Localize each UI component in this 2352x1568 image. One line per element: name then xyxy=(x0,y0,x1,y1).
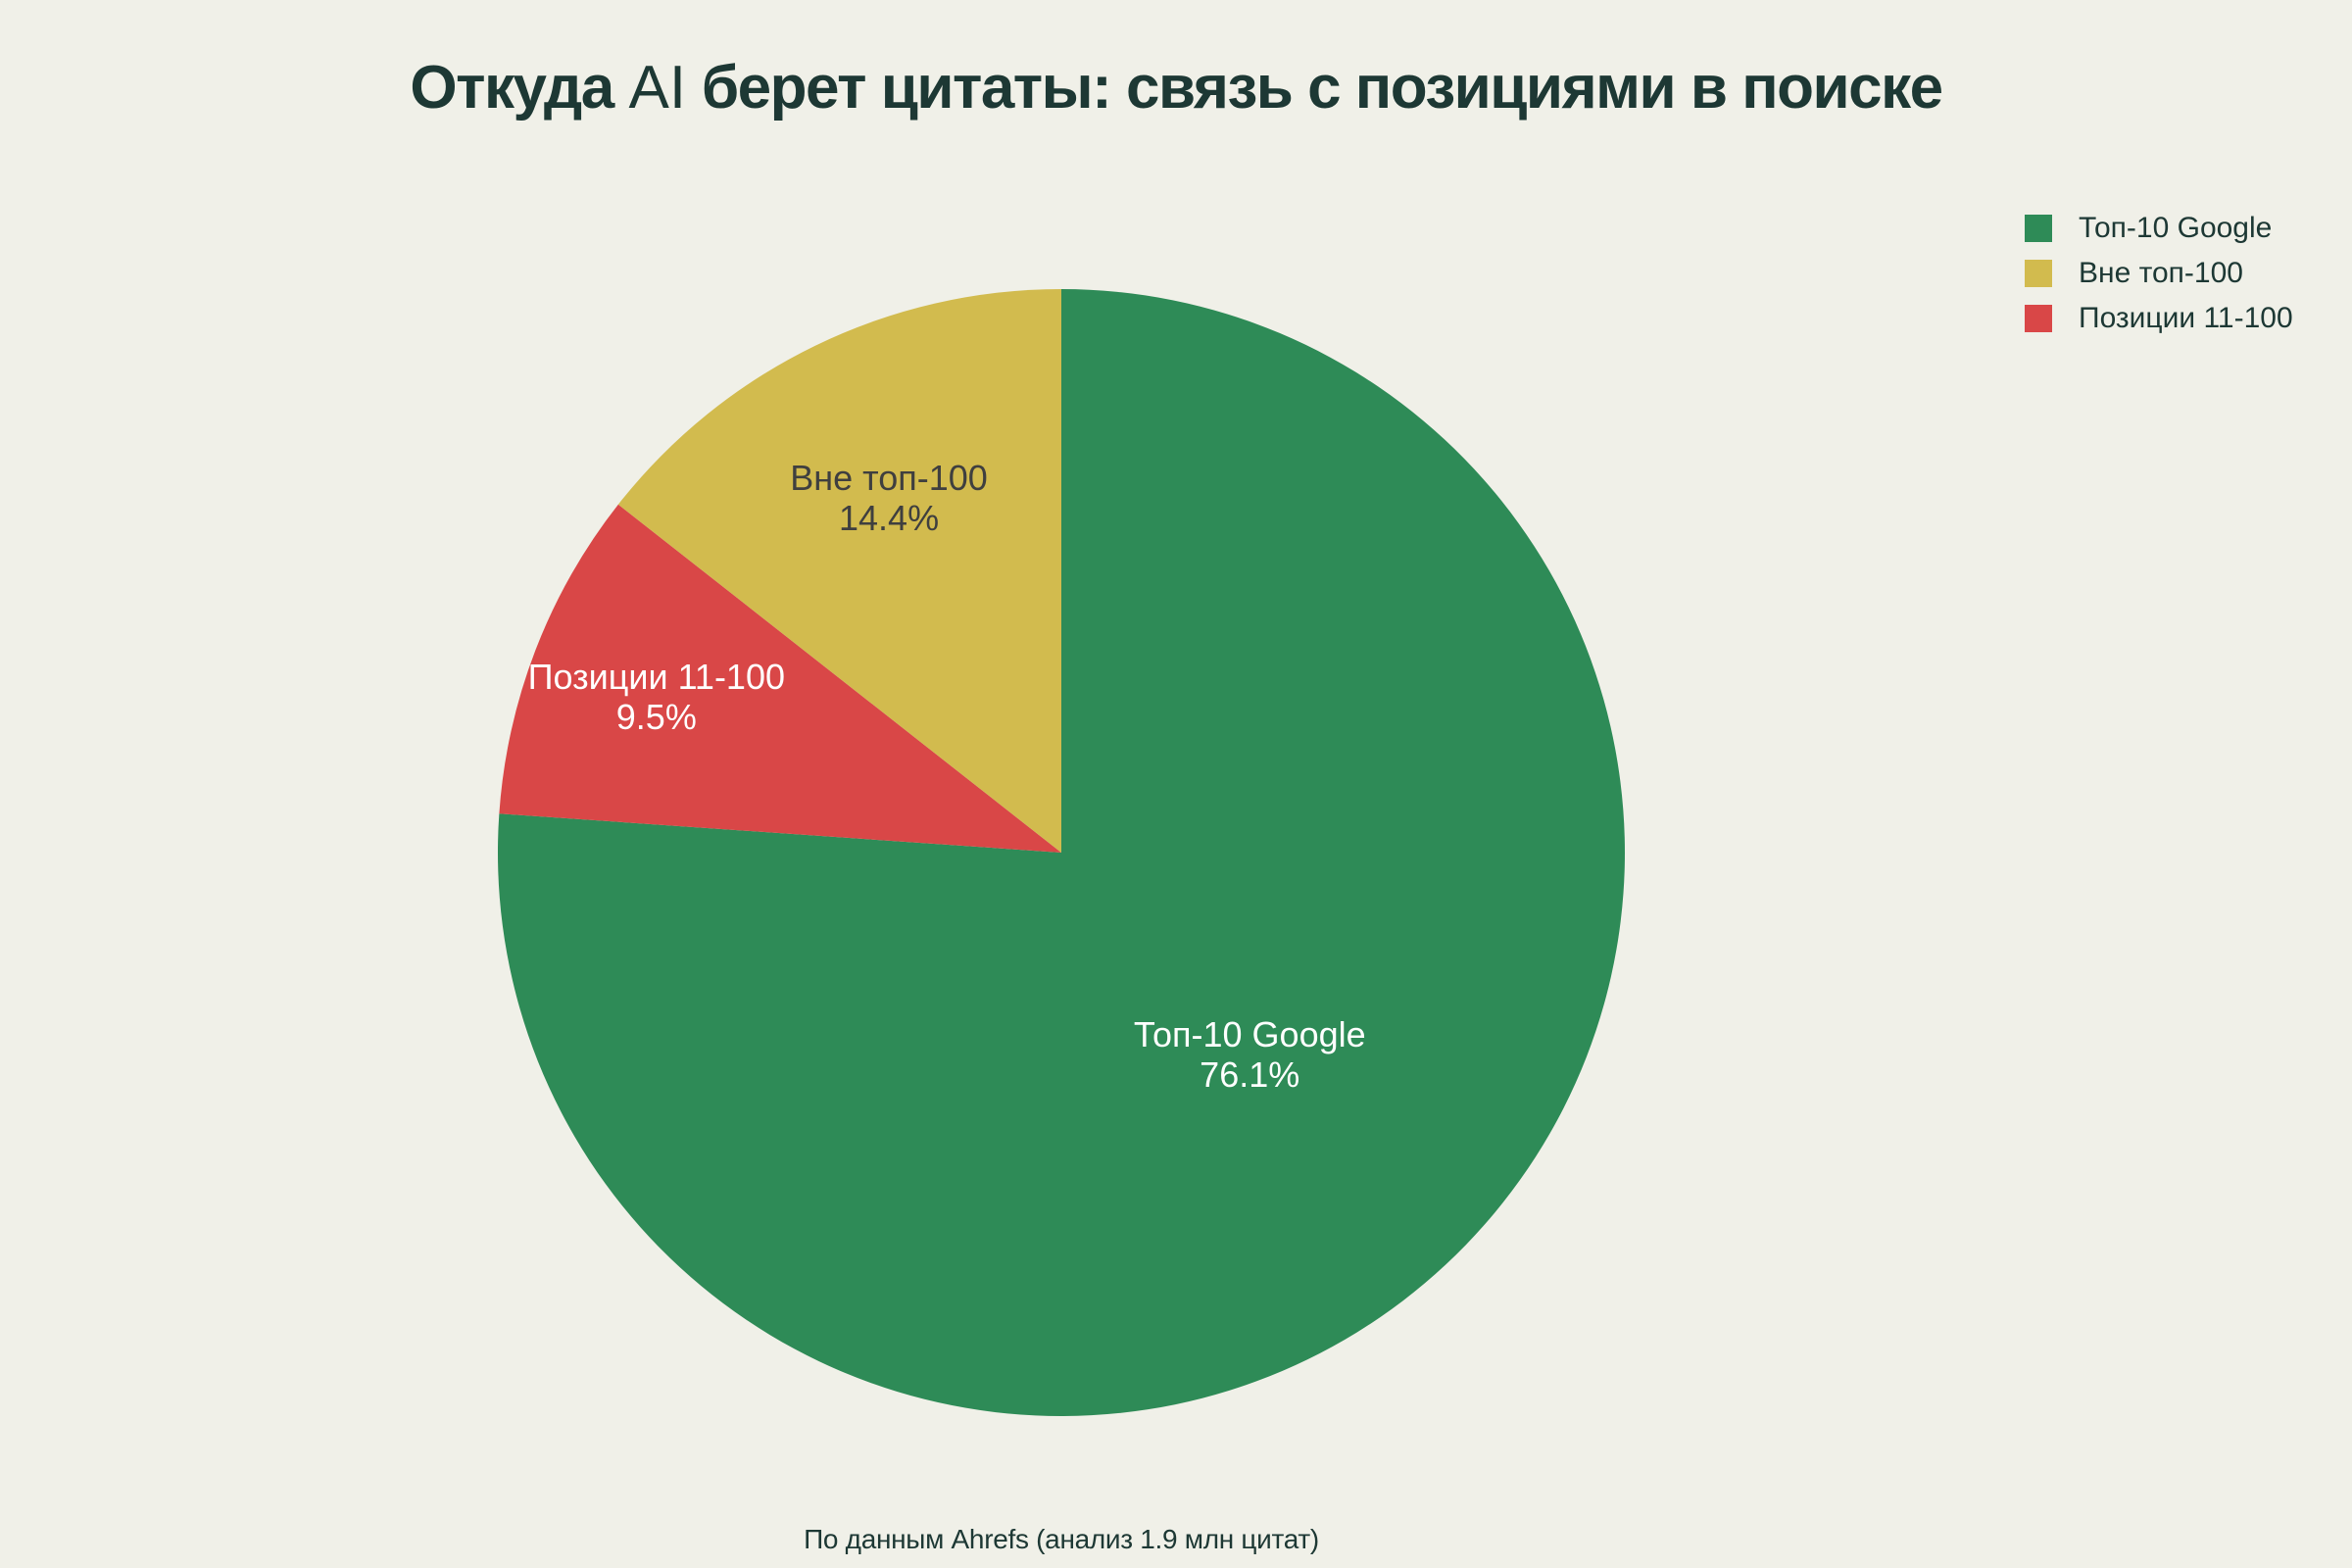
legend-label: Вне топ-100 xyxy=(2079,257,2243,289)
slice-label-2: Вне топ-100 14.4% xyxy=(790,458,988,538)
slice-label-percent: 76.1% xyxy=(1200,1054,1300,1095)
title-part1: Откуда xyxy=(410,54,614,122)
title-ai: AI xyxy=(628,54,687,122)
legend-item-pos-11-100: Позиции 11-100 xyxy=(2025,302,2293,334)
legend: Топ-10 Google Вне топ-100 Позиции 11-100 xyxy=(2025,212,2293,334)
pie-slice-1 xyxy=(499,504,1061,853)
slice-label-percent: 9.5% xyxy=(615,696,697,737)
legend-label: Позиции 11-100 xyxy=(2079,302,2293,334)
slice-label-percent: 14.4% xyxy=(839,497,940,538)
legend-swatch-yellow xyxy=(2025,259,2052,287)
slice-label-name: Топ-10 Google xyxy=(1133,1013,1366,1054)
legend-swatch-red xyxy=(2025,304,2052,332)
legend-label: Топ-10 Google xyxy=(2079,212,2273,244)
pie-slice-2 xyxy=(617,289,1061,853)
slice-label-0: Топ-10 Google 76.1% xyxy=(1134,1014,1366,1095)
source-note: По данным Ahrefs (анализ 1.9 млн цитат) xyxy=(804,1524,1319,1554)
slice-label-1: Позиции 11-100 9.5% xyxy=(528,657,785,737)
legend-swatch-green xyxy=(2025,214,2052,242)
slice-label-name: Позиции 11-100 xyxy=(527,656,785,697)
legend-item-top10: Топ-10 Google xyxy=(2025,212,2293,244)
title-part2: берет цитаты: связь с позициями в поиске xyxy=(701,54,1943,122)
pie-slice-0 xyxy=(497,289,1625,1416)
slice-label-name: Вне топ-100 xyxy=(790,457,988,498)
legend-item-out-of-top100: Вне топ-100 xyxy=(2025,257,2293,289)
chart-title: Откуда AI берет цитаты: связь с позициям… xyxy=(0,54,2352,122)
